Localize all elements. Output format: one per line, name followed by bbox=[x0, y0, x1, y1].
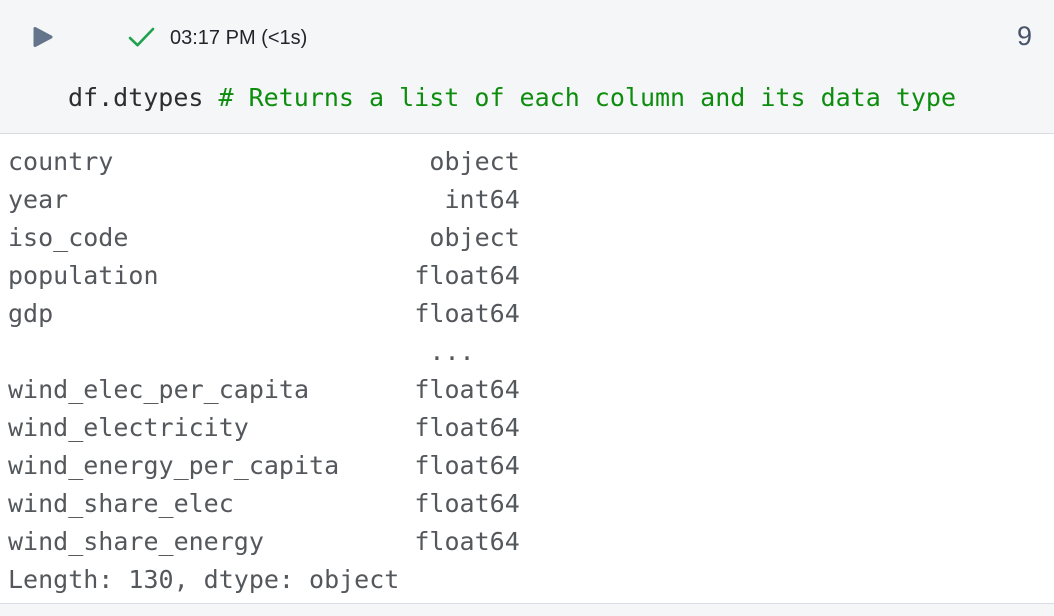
code-editor-line[interactable]: df.dtypes # Returns a list of each colum… bbox=[68, 83, 956, 113]
execution-time-label: 03:17 PM (<1s) bbox=[170, 27, 308, 49]
success-check-icon bbox=[128, 27, 155, 53]
execution-count: 9 bbox=[1016, 21, 1032, 51]
output-text: country object year int64 iso_code objec… bbox=[8, 147, 520, 594]
cell-header: 03:17 PM (<1s) 9 df.dtypes # Returns a l… bbox=[0, 0, 1054, 134]
next-cell-edge bbox=[0, 603, 1054, 616]
cell-output: country object year int64 iso_code objec… bbox=[0, 134, 1054, 603]
code-comment: # Returns a list of each column and its … bbox=[218, 83, 957, 112]
code-text: df.dtypes bbox=[68, 83, 219, 112]
play-icon bbox=[30, 27, 54, 52]
run-cell-button[interactable] bbox=[30, 25, 54, 49]
